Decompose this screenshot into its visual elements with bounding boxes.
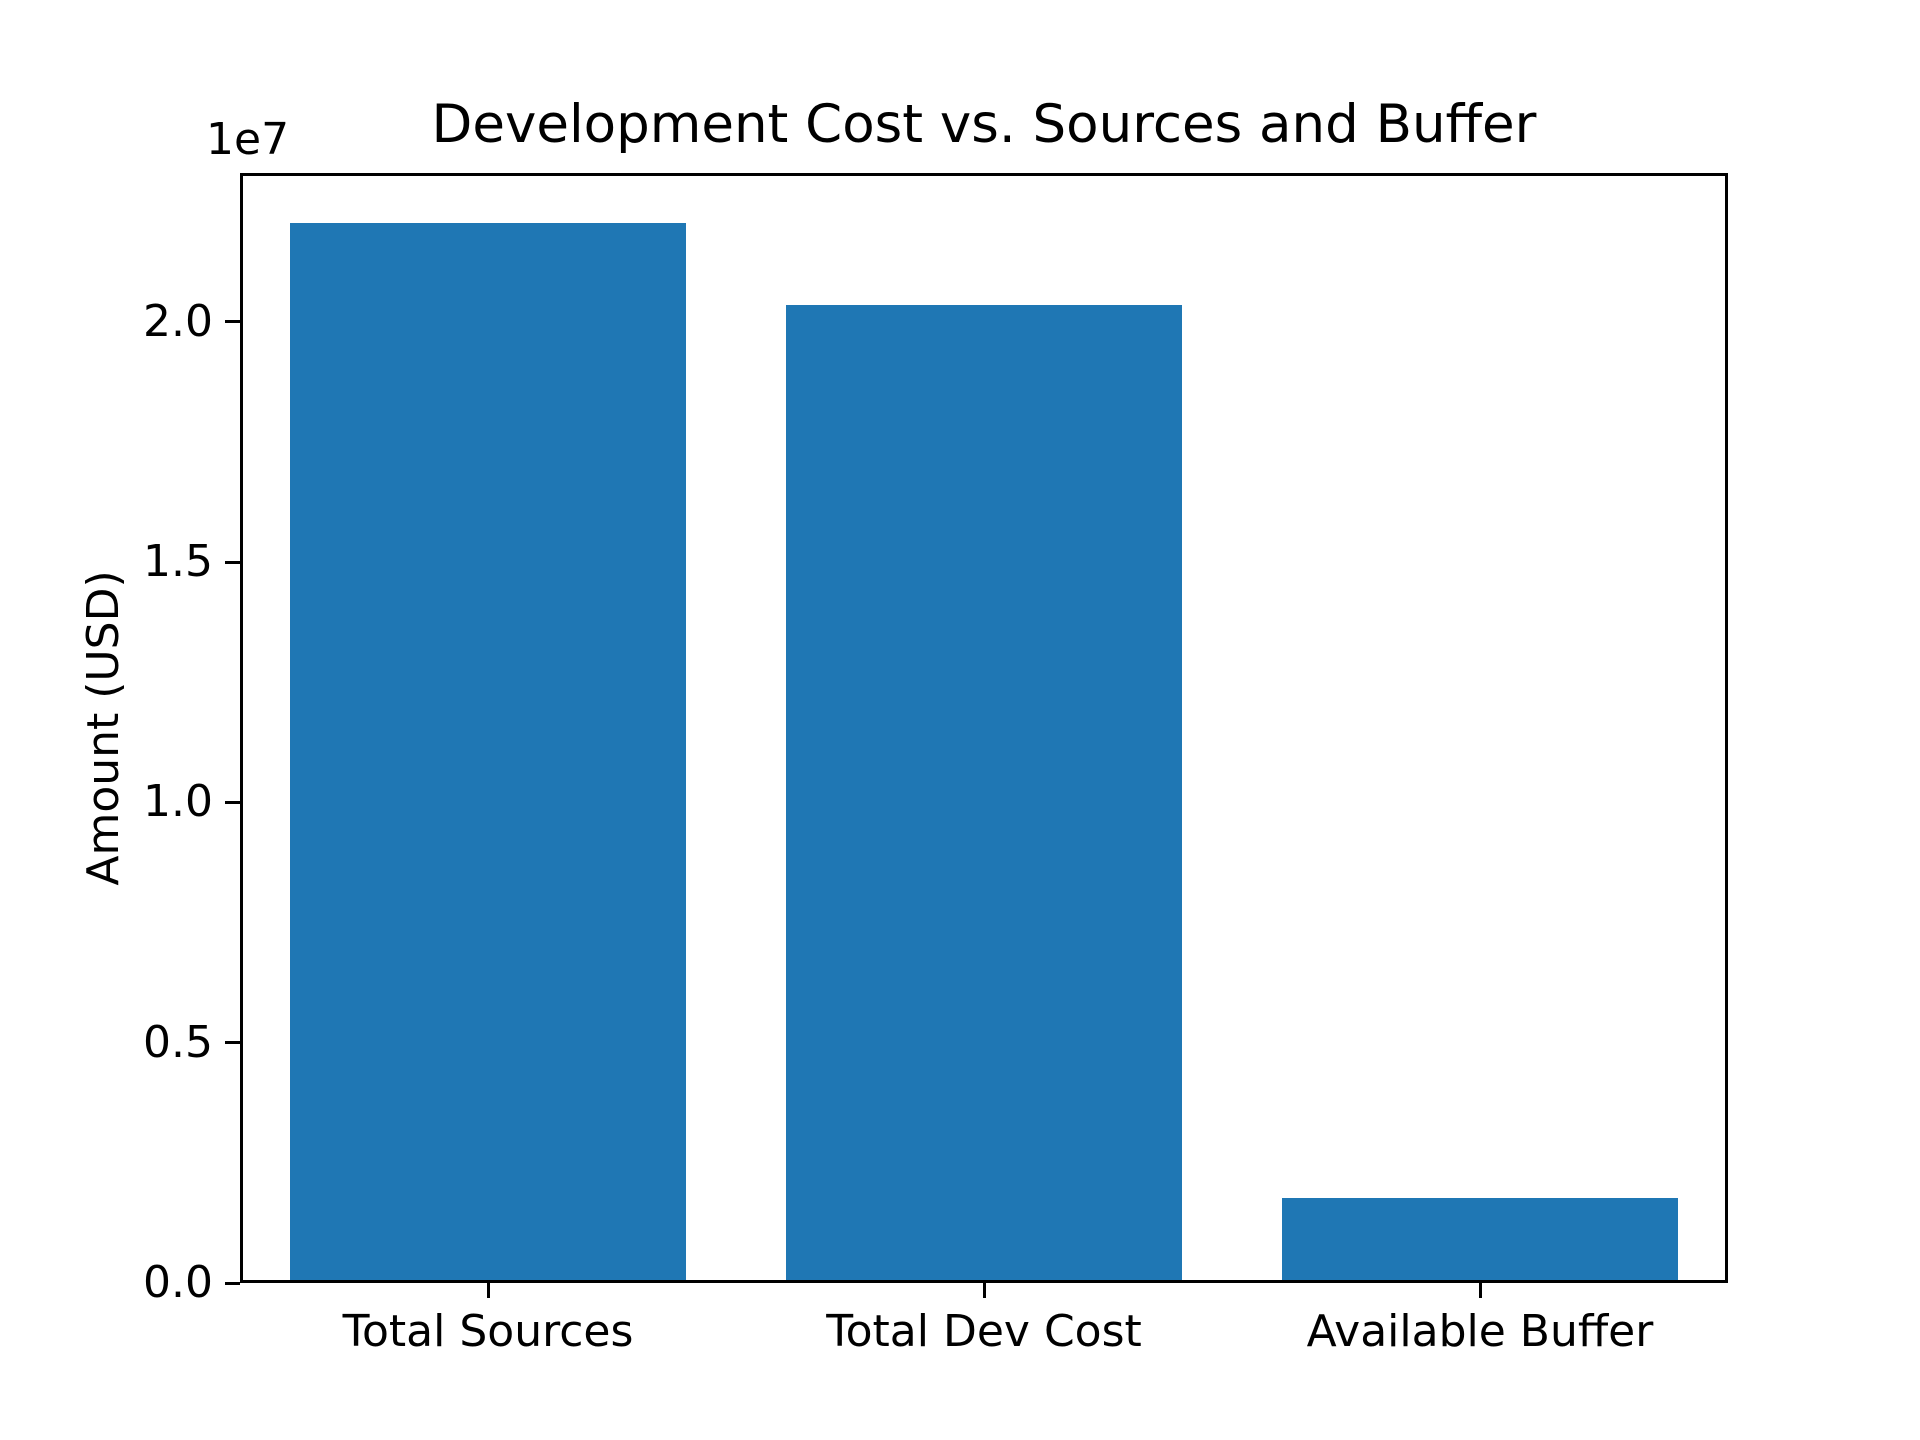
y-tick-label: 0.0 [143, 1257, 213, 1308]
x-tick-label: Total Sources [342, 1306, 634, 1357]
y-tick-mark [225, 320, 240, 324]
bar-total-dev-cost [785, 304, 1183, 1280]
plot-area [240, 173, 1728, 1283]
x-tick-label: Available Buffer [1306, 1306, 1654, 1357]
x-tick-mark [1478, 1283, 1482, 1298]
y-axis-label: Amount (USD) [78, 570, 129, 886]
y-tick-mark [225, 1281, 240, 1285]
bar-total-sources [289, 222, 687, 1280]
y-tick-mark [225, 1041, 240, 1045]
bar-available-buffer [1281, 1198, 1679, 1280]
chart-title: Development Cost vs. Sources and Buffer [431, 94, 1537, 155]
y-axis-offset-text: 1e7 [206, 114, 290, 165]
y-tick-label: 2.0 [143, 295, 213, 347]
y-tick-mark [225, 800, 240, 804]
x-tick-mark [486, 1283, 490, 1298]
y-tick-mark [225, 560, 240, 564]
x-tick-label: Total Dev Cost [826, 1306, 1142, 1357]
y-tick-label: 1.0 [143, 776, 213, 828]
y-tick-label: 0.5 [143, 1016, 213, 1068]
y-tick-label: 1.5 [143, 536, 213, 588]
x-tick-mark [982, 1283, 986, 1298]
